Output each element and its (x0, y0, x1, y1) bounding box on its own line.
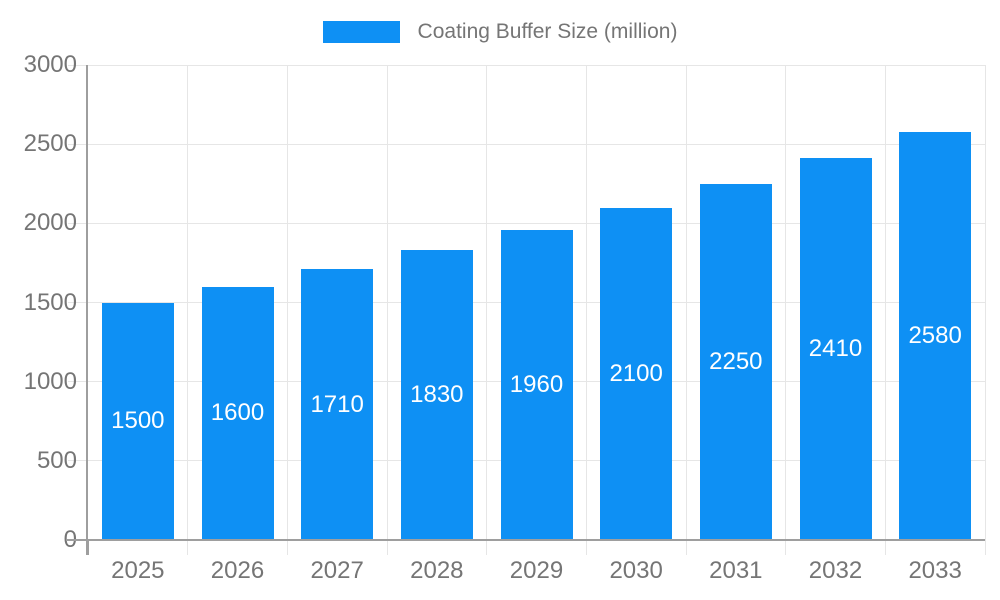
x-axis-tick (785, 540, 787, 555)
x-tick-label: 2032 (808, 557, 863, 584)
y-axis-tick (68, 381, 88, 383)
x-axis-tick (884, 540, 886, 555)
x-tick-label: 2025 (111, 557, 165, 584)
plot-area: 0 500 1000 1500 2000 2500 3000 2025 2026 2027 2028… (24, 51, 986, 584)
bar-value-label: 2410 (808, 335, 863, 363)
bar-value-label: 2100 (609, 359, 663, 387)
grid-line-v (386, 65, 388, 540)
bar[interactable]: 2410 (799, 158, 872, 540)
x-axis-tick (486, 540, 488, 555)
bar[interactable]: 1500 (101, 302, 174, 540)
bar-value-label: 2250 (709, 347, 763, 375)
y-tick-label: 500 (36, 446, 77, 474)
x-axis-tick (386, 540, 388, 555)
y-tick-label: 2500 (23, 130, 77, 158)
bar-value-label: 1600 (210, 399, 265, 427)
bar-value-label: 1830 (410, 381, 464, 409)
y-tick-label: 1500 (23, 288, 77, 316)
grid-line-v (785, 65, 787, 540)
legend-label: Coating Buffer Size (million) (417, 20, 678, 43)
bar[interactable]: 2250 (699, 183, 772, 540)
x-axis-tick (585, 540, 587, 555)
bar-value-label: 1500 (111, 407, 165, 435)
bar-value-label: 1960 (509, 370, 564, 398)
x-tick-label: 2031 (709, 557, 763, 584)
y-axis-tick (68, 143, 88, 145)
grid-line-v (585, 65, 587, 540)
y-axis-tick (68, 64, 88, 66)
y-tick-label: 2000 (23, 209, 77, 237)
bar-value-label: 2580 (908, 321, 962, 349)
bar[interactable]: 2100 (600, 207, 673, 540)
bar[interactable]: 1830 (400, 250, 473, 540)
grid-line-v (486, 65, 488, 540)
x-tick-label: 2029 (509, 557, 564, 584)
y-axis-tick (68, 222, 88, 224)
bar[interactable]: 1710 (301, 269, 374, 540)
bar-value-label: 1710 (310, 390, 364, 418)
grid-line-h (88, 143, 985, 145)
grid-line-v (187, 65, 189, 540)
grid-line-v (984, 65, 986, 540)
y-axis-line (86, 65, 88, 555)
grid-line-h (88, 64, 985, 66)
x-tick-label: 2033 (908, 557, 962, 584)
legend-swatch (322, 21, 400, 43)
chart-legend[interactable]: Coating Buffer Size (million) (0, 20, 1000, 44)
x-tick-label: 2027 (310, 557, 364, 584)
grid-line-h (88, 222, 985, 224)
y-axis-tick (68, 460, 88, 462)
x-axis-tick (685, 540, 687, 555)
x-tick-label: 2028 (410, 557, 464, 584)
y-axis-tick (68, 302, 88, 303)
grid-line-v (286, 65, 288, 540)
x-axis-tick (87, 540, 89, 555)
y-tick-label: 3000 (23, 51, 77, 78)
x-tick-label: 2026 (210, 557, 265, 584)
x-axis-tick (187, 540, 189, 555)
x-axis-tick (984, 540, 986, 555)
bar[interactable]: 1600 (201, 286, 274, 540)
x-axis-line (66, 539, 985, 541)
x-tick-label: 2030 (609, 557, 663, 584)
grid-line-v (685, 65, 687, 540)
grid-line-v (884, 65, 886, 540)
bar[interactable]: 1960 (500, 229, 573, 540)
y-tick-label: 1000 (23, 367, 77, 395)
bar[interactable]: 2580 (899, 131, 972, 540)
x-axis-tick (286, 540, 288, 555)
